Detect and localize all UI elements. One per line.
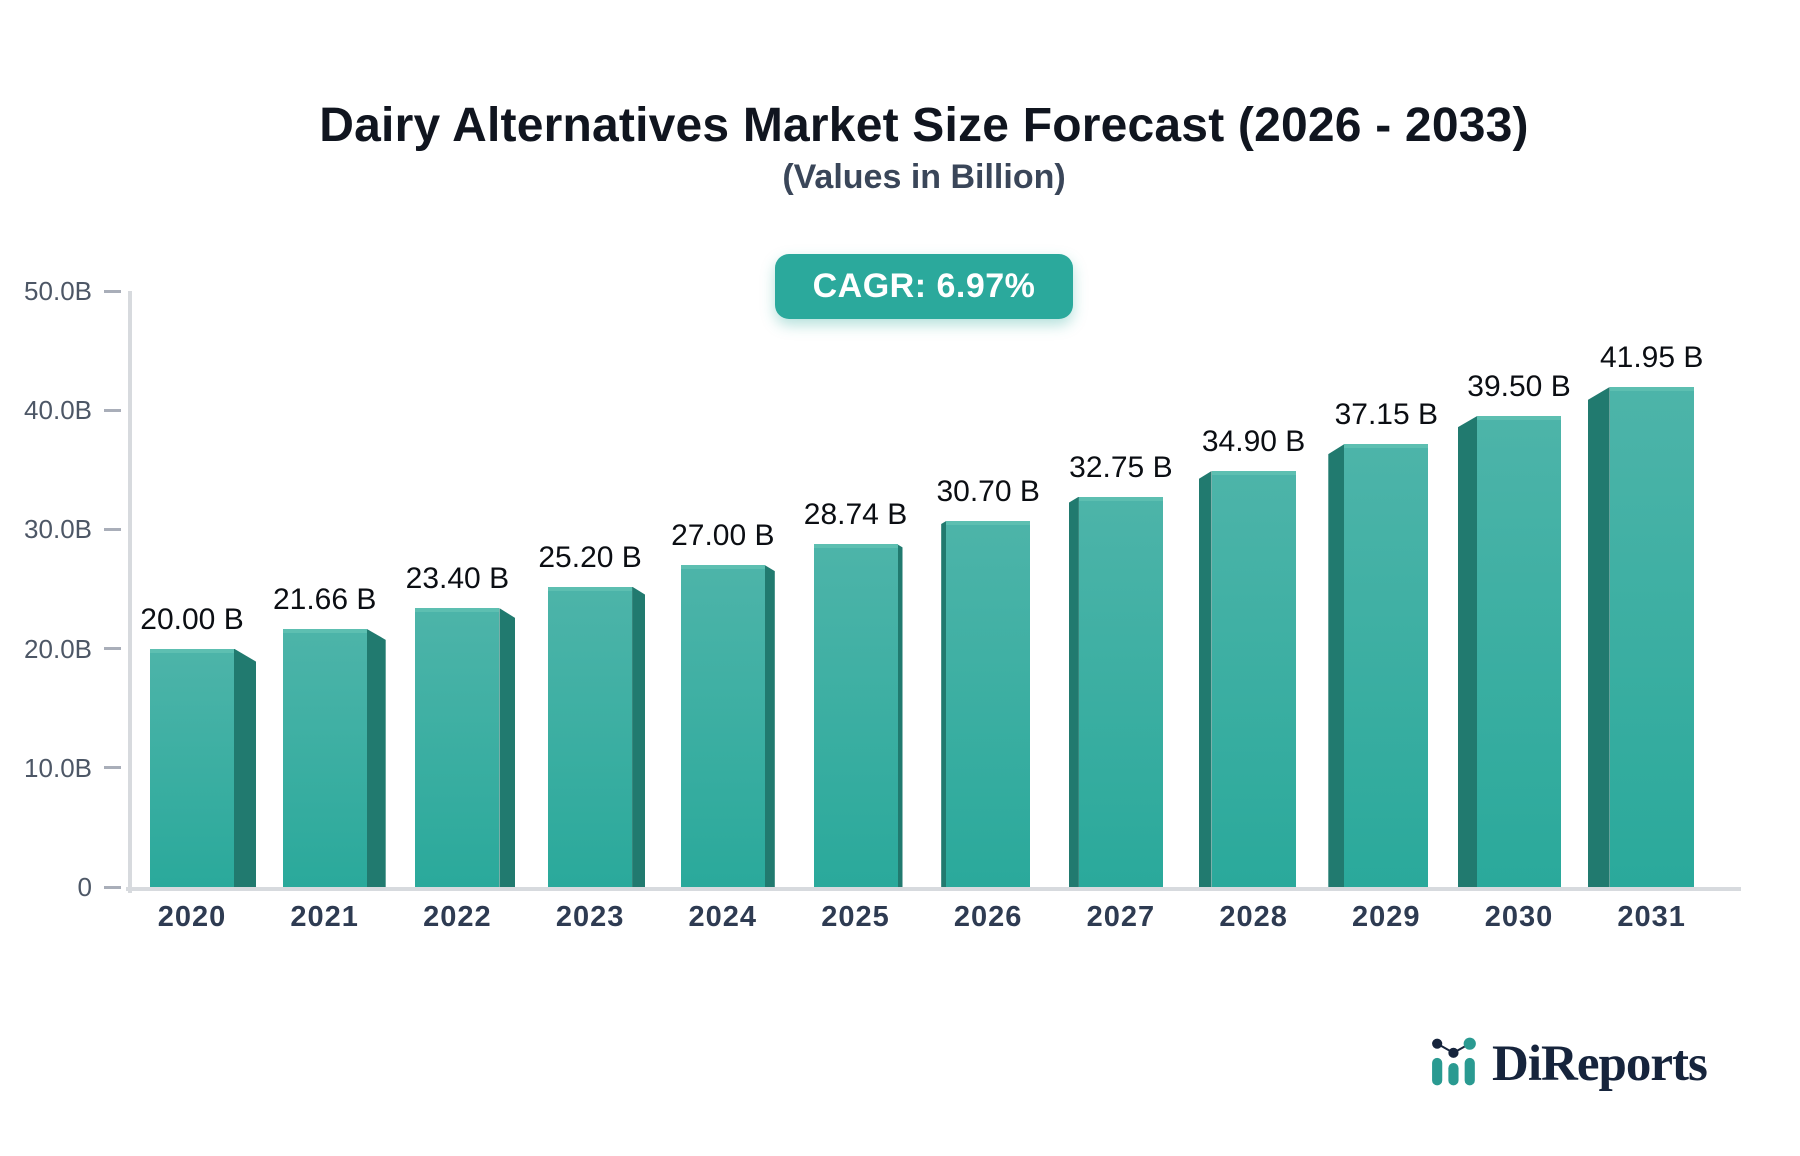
bar-top-highlight (150, 648, 234, 653)
bar-value-label-2020: 20.00 B (140, 602, 244, 636)
y-tick-mark-20.0B (104, 647, 121, 651)
x-tick-label-2027: 2027 (1086, 901, 1156, 933)
y-tick-label-40.0B: 40.0B (24, 395, 92, 426)
y-tick-mark-10.0B (104, 766, 121, 770)
bar-top-highlight (1609, 386, 1694, 391)
x-tick-label-2026: 2026 (953, 901, 1023, 933)
x-tick-label-2030: 2030 (1484, 901, 1554, 933)
bar-value-label-2022: 23.40 B (405, 562, 510, 596)
chart-subtitle: (Values in Billion) (782, 158, 1066, 196)
bar-front-2022 (415, 608, 500, 887)
x-tick-label-2029: 2029 (1352, 901, 1421, 933)
bar-side-2027 (1068, 496, 1079, 887)
bar-front-2029 (1344, 444, 1429, 887)
bar-side-2029 (1328, 444, 1345, 887)
chart-title: Dairy Alternatives Market Size Forecast … (319, 99, 1529, 152)
x-tick-label-2022: 2022 (423, 901, 492, 933)
y-tick-label-50.0B: 50.0B (24, 276, 92, 306)
bar-top-highlight (680, 565, 765, 570)
bar-top-highlight (1477, 416, 1561, 421)
bar-top-highlight (946, 521, 1031, 526)
bar-side-2030 (1458, 416, 1477, 887)
bar-side-2021 (366, 628, 386, 887)
bar-front-2031 (1609, 386, 1694, 887)
cagr-badge-wrap: CAGR: 6.97% (48, 254, 1800, 319)
bar-side-2031 (1587, 386, 1610, 887)
bar-side-2020 (234, 648, 256, 887)
bar-chart-logo-icon (1432, 1037, 1476, 1086)
bar-side-2024 (764, 565, 775, 887)
y-tick-mark-50.0B (104, 289, 121, 293)
bar-side-2026 (941, 521, 947, 887)
x-tick-label-2024: 2024 (688, 901, 758, 933)
y-tick-label-20.0B: 20.0B (24, 633, 92, 664)
x-tick-label-2023: 2023 (555, 901, 625, 933)
bar-front-2023 (548, 586, 633, 887)
bar-value-label-2021: 21.66 B (272, 582, 377, 616)
bar-top-highlight (1078, 496, 1163, 501)
x-tick-label-2025: 2025 (821, 901, 890, 933)
bar-value-label-2023: 25.20 B (538, 540, 642, 574)
x-tick-label-2028: 2028 (1219, 901, 1288, 933)
y-tick-label-10.0B: 10.0B (24, 752, 92, 783)
bar-side-2023 (632, 586, 646, 887)
bar-value-label-2029: 37.15 B (1334, 398, 1438, 432)
bar-front-2025 (813, 544, 898, 887)
y-tick-label-0: 0 (77, 872, 92, 902)
bar-front-2028 (1211, 470, 1296, 887)
bar-top-highlight (548, 586, 633, 591)
bar-front-2024 (680, 565, 765, 887)
cagr-badge: CAGR: 6.97% (774, 254, 1074, 319)
bar-front-2030 (1477, 416, 1561, 887)
bar-value-label-2024: 27.00 B (671, 519, 775, 553)
bar-value-label-2026: 30.70 B (936, 475, 1040, 509)
x-tick-label-2020: 2020 (157, 901, 227, 933)
bar-top-highlight (1344, 444, 1429, 449)
x-tick-label-2031: 2031 (1617, 901, 1686, 933)
bar-front-2027 (1078, 496, 1163, 887)
bar-front-2020 (150, 648, 234, 887)
x-tick-label-2021: 2021 (290, 901, 359, 933)
y-tick-label-30.0B: 30.0B (24, 514, 92, 545)
bar-side-2028 (1198, 470, 1212, 887)
bar-top-highlight (415, 608, 500, 613)
y-axis-line (128, 291, 132, 893)
bar-top-highlight (813, 544, 898, 549)
bar-side-2025 (897, 544, 903, 887)
bar-front-2021 (282, 628, 367, 887)
bar-top-highlight (1211, 470, 1296, 475)
bar-value-label-2028: 34.90 B (1201, 424, 1306, 458)
bar-top-highlight (282, 628, 367, 633)
y-tick-mark-30.0B (104, 527, 121, 531)
bar-value-label-2027: 32.75 B (1069, 450, 1173, 484)
y-tick-mark-0 (104, 885, 121, 889)
bar-value-label-2030: 39.50 B (1467, 370, 1571, 404)
bar-value-label-2025: 28.74 B (803, 498, 908, 532)
bar-value-label-2031: 41.95 B (1599, 340, 1704, 374)
brand-name: DiReports (1492, 1036, 1708, 1092)
x-axis-line (126, 887, 1741, 891)
bar-front-2026 (946, 521, 1031, 887)
y-tick-mark-40.0B (104, 408, 121, 412)
bar-side-2022 (499, 608, 516, 887)
brand-logo: DiReports (1428, 1036, 1708, 1092)
